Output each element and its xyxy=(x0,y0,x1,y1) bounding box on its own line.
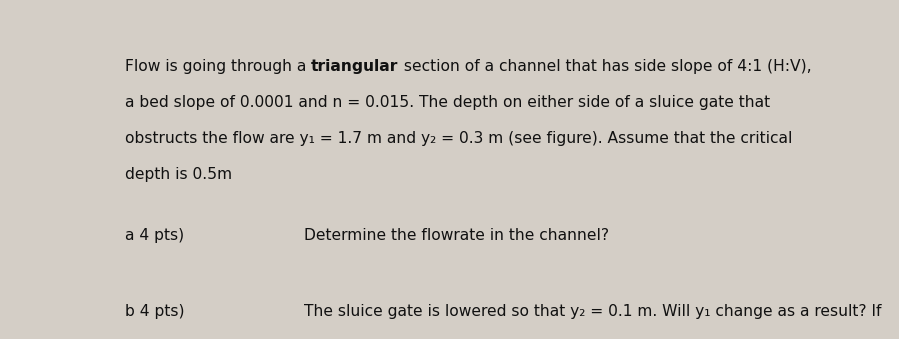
Text: a 4 pts): a 4 pts) xyxy=(125,228,184,243)
Text: section of a channel that has side slope of 4:1 (H:V),: section of a channel that has side slope… xyxy=(398,59,811,74)
Text: obstructs the flow are y₁ = 1.7 m and y₂ = 0.3 m (see figure). Assume that the c: obstructs the flow are y₁ = 1.7 m and y₂… xyxy=(125,131,792,146)
Text: a bed slope of 0.0001 and n = 0.015. The depth on either side of a sluice gate t: a bed slope of 0.0001 and n = 0.015. The… xyxy=(125,95,770,110)
Text: b 4 pts): b 4 pts) xyxy=(125,304,184,319)
Text: Flow is going through a: Flow is going through a xyxy=(125,59,311,74)
Text: depth is 0.5m: depth is 0.5m xyxy=(125,167,232,182)
Text: Determine the flowrate in the channel?: Determine the flowrate in the channel? xyxy=(304,228,610,243)
Text: The sluice gate is lowered so that y₂ = 0.1 m. Will y₁ change as a result? If: The sluice gate is lowered so that y₂ = … xyxy=(304,304,882,319)
Text: triangular: triangular xyxy=(311,59,398,74)
